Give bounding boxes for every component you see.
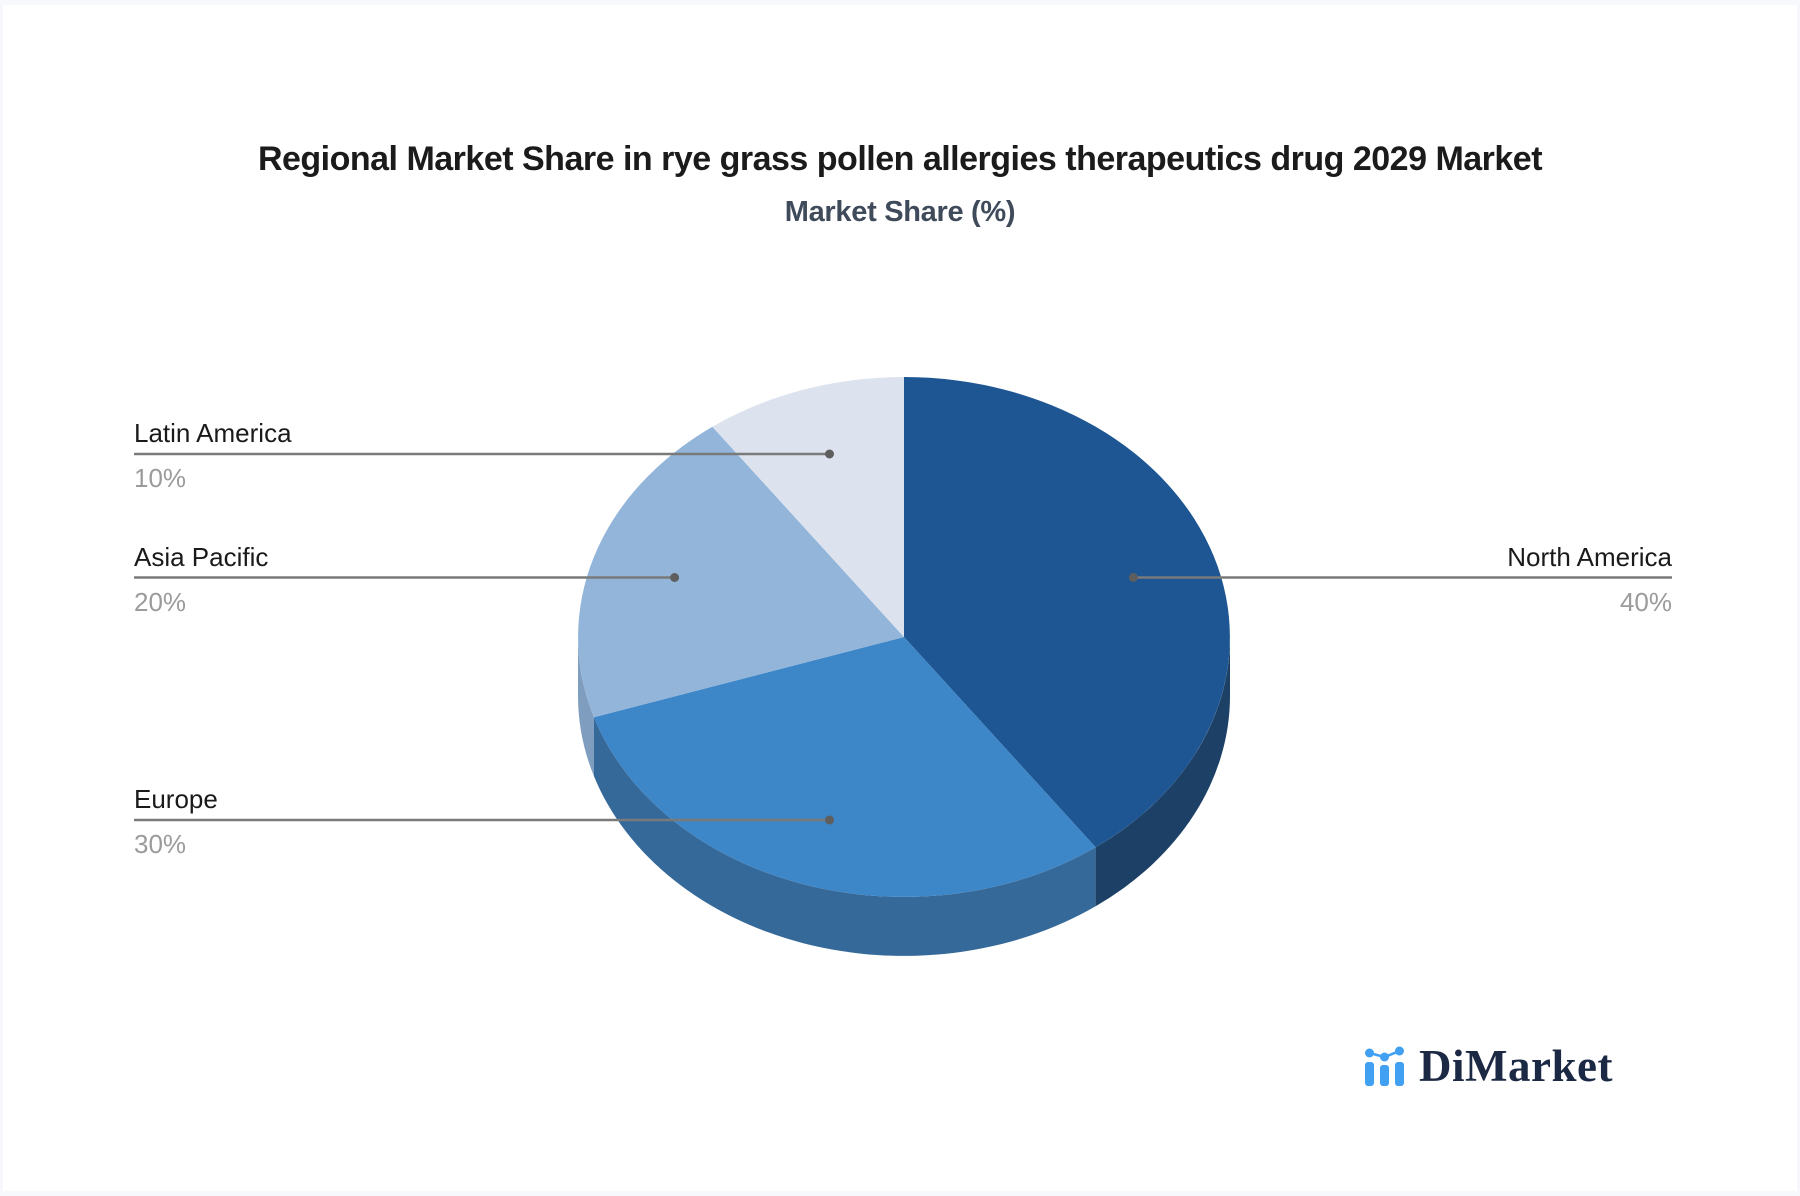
callout-north-america: North America 40% — [1507, 540, 1672, 617]
callout-asia-pacific: Asia Pacific 20% — [134, 540, 268, 617]
chart-title: Regional Market Share in rye grass polle… — [257, 140, 1543, 178]
slice-label: Europe — [134, 784, 218, 814]
slice-value: 10% — [134, 463, 187, 493]
leader-dot-asia-pacific — [670, 573, 680, 582]
pie-slice-side-europe — [594, 717, 1096, 956]
bar-line-chart-icon — [1365, 1046, 1404, 1086]
slice-label: Asia Pacific — [134, 542, 269, 572]
callout-europe: Europe 30% — [134, 782, 218, 859]
slice-value: 20% — [134, 587, 187, 617]
leader-dot-europe — [825, 815, 834, 825]
leader-dot-north-america — [1128, 573, 1138, 582]
pie-slice-side-asia-pacific — [578, 637, 594, 777]
pie-slice-europe — [594, 637, 1096, 897]
brand-name: DiMarket — [1419, 1041, 1613, 1091]
pie-slice-latin-america — [712, 377, 904, 637]
leader-dot-latin-america — [825, 449, 834, 459]
slice-label: North America — [1507, 542, 1672, 572]
chart-subtitle: Market Share (%) — [784, 196, 1016, 228]
callout-latin-america: Latin America 10% — [134, 416, 292, 493]
slice-value: 40% — [1619, 587, 1672, 617]
slice-label: Latin America — [134, 418, 292, 448]
brand-logo: DiMarket — [1363, 1040, 1613, 1092]
slice-value: 30% — [134, 829, 187, 859]
pie-slice-north-america — [904, 377, 1230, 848]
pie-slice-asia-pacific — [578, 426, 904, 718]
pie-slice-side-north-america — [1095, 637, 1230, 907]
